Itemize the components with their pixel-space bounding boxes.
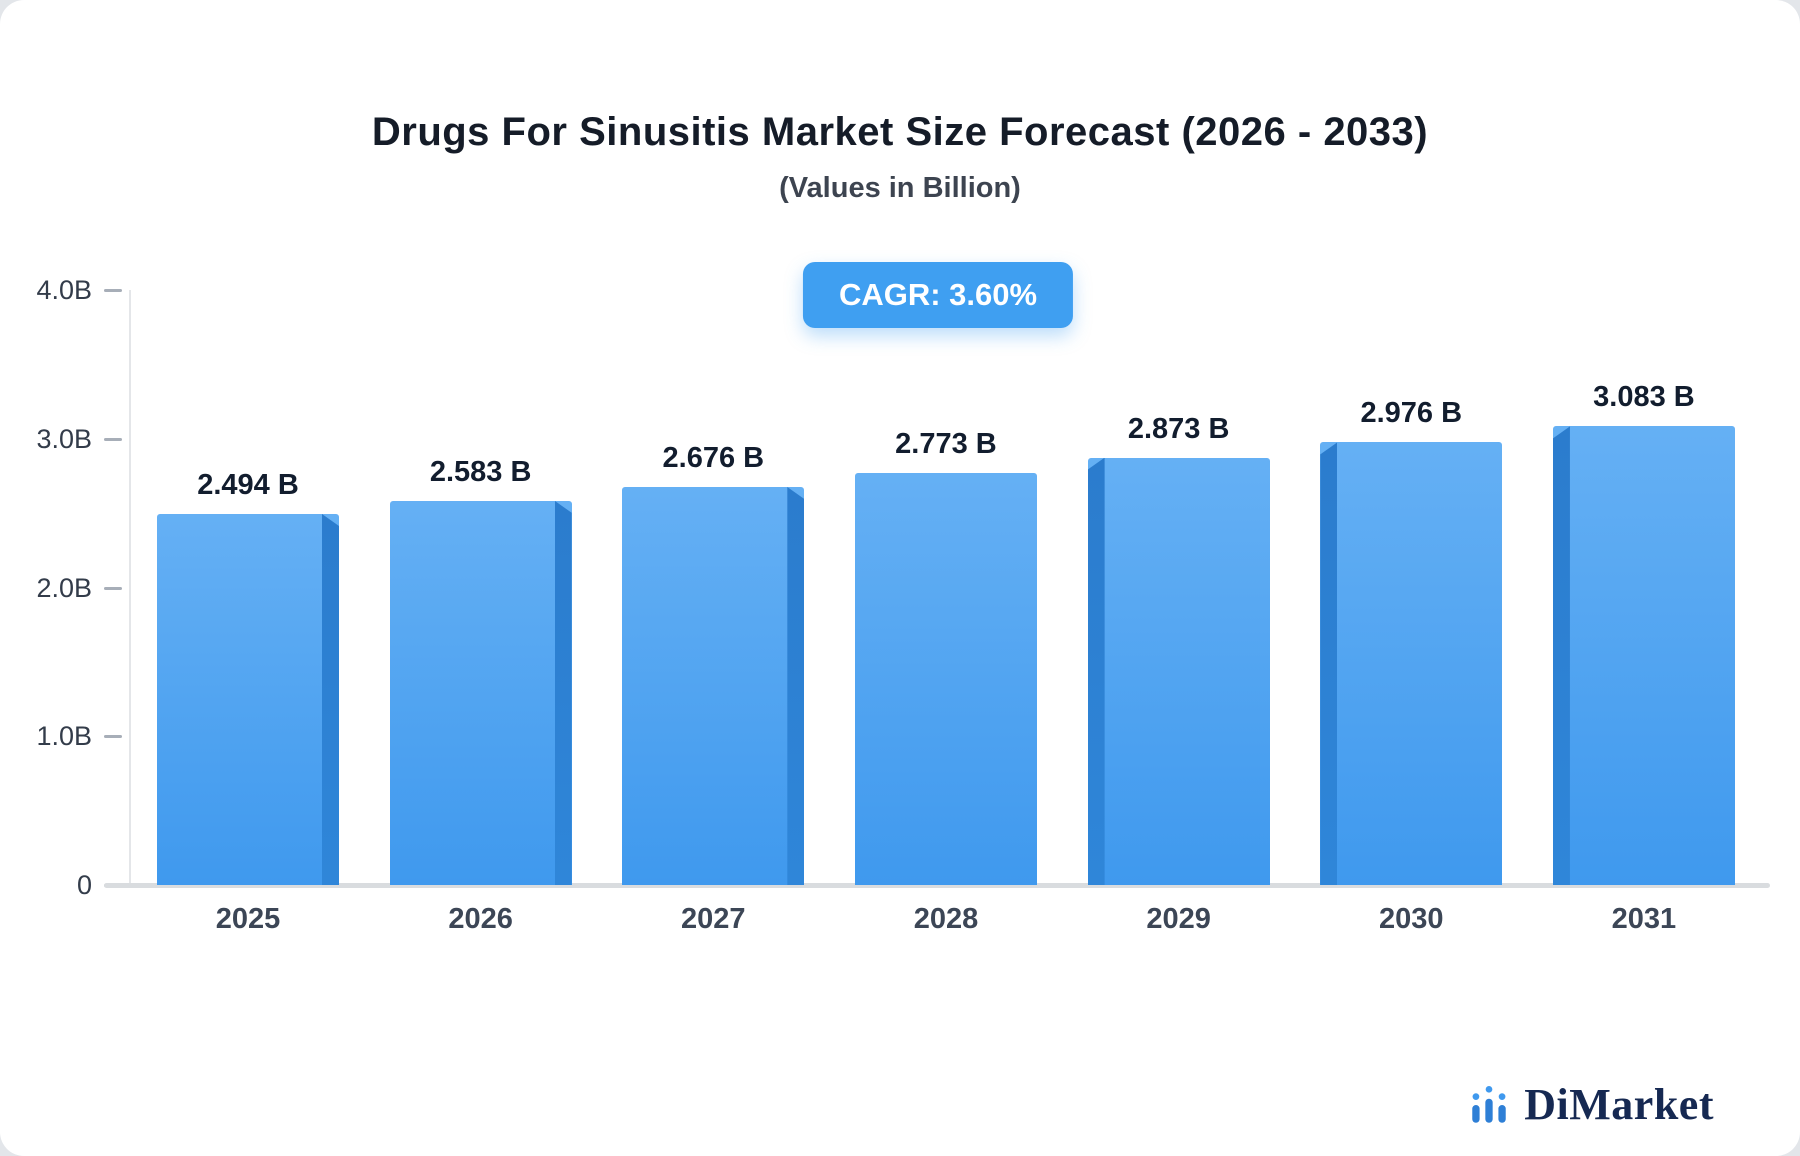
y-tick: 3.0B bbox=[0, 424, 130, 454]
bar-value-label: 2.494 B bbox=[197, 469, 299, 502]
y-tick: 4.0B bbox=[0, 275, 130, 305]
bar-group: 2.976 B 2030 bbox=[1320, 290, 1503, 935]
y-tick-mark bbox=[104, 289, 122, 292]
y-axis-line bbox=[129, 290, 131, 885]
bar-group: 2.873 B 2029 bbox=[1087, 290, 1270, 935]
y-tick-label: 3.0B bbox=[36, 423, 92, 454]
x-axis-label: 2025 bbox=[215, 903, 281, 935]
y-tick: 2.0B bbox=[0, 573, 130, 603]
brand-logo: DiMarket bbox=[1466, 1079, 1714, 1130]
chart-title: Drugs For Sinusitis Market Size Forecast… bbox=[371, 110, 1429, 154]
x-axis-label: 2031 bbox=[1611, 903, 1677, 935]
x-axis-label: 2026 bbox=[448, 903, 513, 935]
bar-group: 2.494 B 2025 bbox=[157, 290, 339, 935]
bar-group: 2.773 B 2028 bbox=[854, 290, 1037, 935]
bar bbox=[389, 500, 572, 885]
bar-value-label: 2.583 B bbox=[429, 455, 532, 488]
y-tick: 1.0B bbox=[0, 721, 130, 751]
bar-group: 3.083 B 2031 bbox=[1552, 290, 1735, 935]
bar bbox=[157, 514, 339, 885]
bar-value-label: 3.083 B bbox=[1593, 381, 1695, 414]
bar-value-label: 2.773 B bbox=[895, 427, 997, 460]
plot-area: 2.494 B 2025 2.583 B 2026 2.676 B 2027 2.773 B… bbox=[131, 290, 1761, 935]
y-tick-mark bbox=[104, 586, 122, 590]
logo-wordmark: DiMarket bbox=[1524, 1080, 1714, 1129]
y-tick-label: 2.0B bbox=[36, 572, 92, 603]
x-axis-label: 2030 bbox=[1379, 903, 1444, 935]
x-axis-label: 2027 bbox=[681, 903, 746, 935]
bar-value-label: 2.676 B bbox=[662, 441, 765, 474]
x-axis-label: 2029 bbox=[1146, 903, 1211, 935]
x-axis-label: 2028 bbox=[913, 903, 979, 935]
bar bbox=[1087, 457, 1270, 885]
bar bbox=[622, 486, 805, 885]
bar bbox=[1320, 442, 1503, 885]
cagr-badge: CAGR: 3.60% bbox=[802, 262, 1074, 328]
bar bbox=[1552, 426, 1735, 885]
bar bbox=[854, 472, 1037, 885]
y-tick-label: 1.0B bbox=[36, 721, 92, 752]
y-tick-label: 4.0B bbox=[36, 275, 92, 305]
y-tick-label: 0 bbox=[76, 870, 92, 900]
y-axis: 4.0B 3.0B 2.0B 1.0B 0 bbox=[0, 275, 130, 900]
y-tick-mark bbox=[104, 735, 122, 739]
bar-series: 2.494 B 2025 2.583 B 2026 2.676 B 2027 2.773 B… bbox=[131, 290, 1761, 935]
x-axis-line bbox=[104, 883, 1770, 888]
bar-chart-logo-icon bbox=[1472, 1085, 1507, 1123]
chart-subtitle: (Values in Billion) bbox=[779, 172, 1021, 204]
bar-group: 2.583 B 2026 bbox=[389, 290, 572, 935]
bar-value-label: 2.976 B bbox=[1360, 397, 1463, 430]
bar-group: 2.676 B 2027 bbox=[622, 290, 805, 935]
bar-value-label: 2.873 B bbox=[1127, 412, 1230, 445]
y-tick-mark bbox=[104, 437, 122, 441]
